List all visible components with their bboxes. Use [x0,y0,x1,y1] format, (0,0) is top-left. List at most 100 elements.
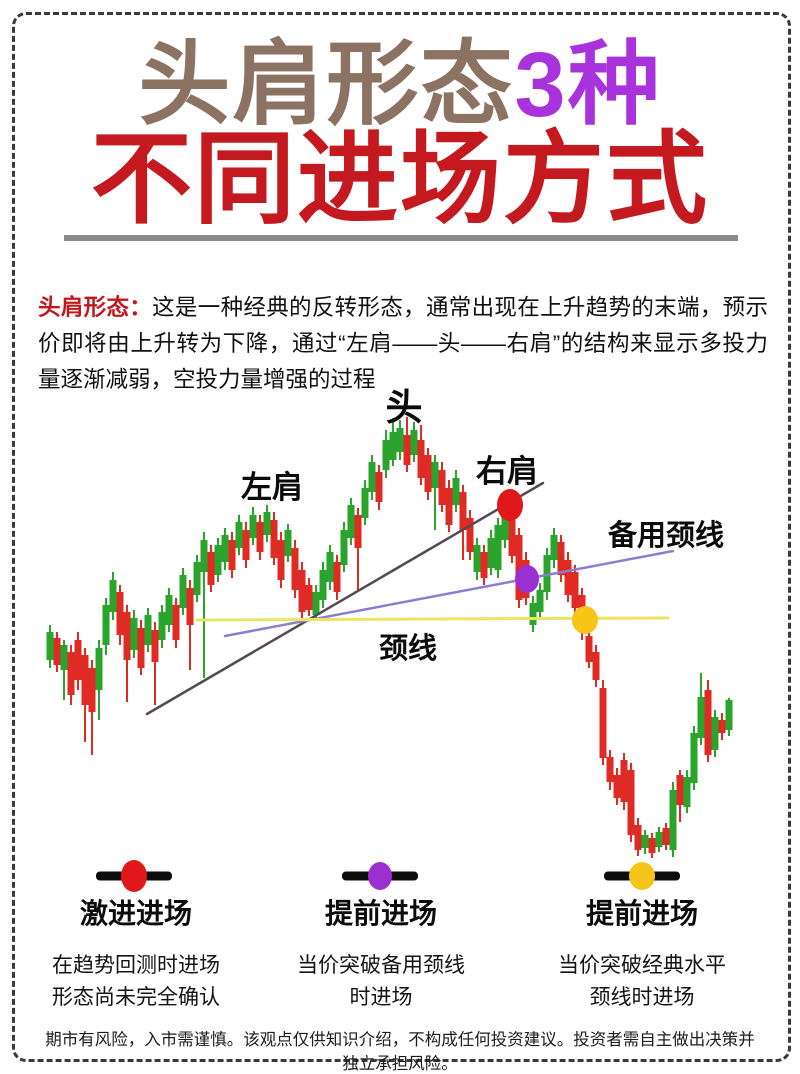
intro-paragraph: 头肩形态：这是一种经典的反转形态，通常出现在上升趋势的末端，预示价即将由上升转为… [38,290,768,398]
legend-desc-line2: 时进场 [349,986,413,1009]
candle-body [683,777,691,807]
candle-body [382,440,390,470]
candle-body [648,838,656,853]
chart-label: 右肩 [476,454,538,489]
candle-body [487,538,495,568]
candle-body [284,530,292,556]
candle-body [389,432,397,460]
chart-label: 颈线 [379,632,437,665]
candle-body [515,535,523,600]
legend-desc-line2: 形态尚未完全确认 [52,986,220,1009]
candle-body [459,492,467,530]
candle-body [172,605,180,640]
candle-body [88,668,96,712]
chart-label: 备用颈线 [607,519,724,552]
candle-body [340,530,348,565]
candle-body [263,512,271,535]
candle-body [473,545,481,572]
candle-body [494,525,502,570]
candle-body [501,512,509,540]
legend-desc-line1: 在趋势回测时进场 [52,954,220,977]
candle-body [368,462,376,492]
candle-body [718,720,726,733]
candle-body [424,455,432,492]
candle-body [333,562,341,592]
candle-body [571,572,579,608]
candle-body [123,612,131,660]
candle-body [711,717,719,750]
candle-body [109,580,117,612]
candle-body [676,775,684,805]
candle-body [207,552,215,585]
early-entry-classic-neckline-dot [572,606,598,634]
candle-body [46,632,54,660]
candle-body [242,530,250,560]
candle-body [165,595,173,625]
candle-body [235,522,243,548]
legend-title: 提前进场 [324,898,437,929]
candle-body [312,592,320,615]
uptrend-line [145,481,545,716]
candle-body [214,545,222,575]
candle-body [102,605,110,645]
candle-body [158,612,166,640]
page-title-line2: 不同进场方式 [90,124,709,236]
candle-body [585,636,593,662]
legend-desc: 当价突破经典水平 颈线时进场 [526,950,758,1014]
early-entry-alt-neckline-dot [515,565,539,593]
candle-body [403,435,411,465]
candle-body [508,520,516,556]
candle-body [81,655,89,705]
legend-marker-dot [629,862,655,890]
candle-body [249,515,257,538]
candle-body [396,428,404,452]
page-title-line1: 头肩形态3种 [0,34,800,136]
candle-body [620,760,628,802]
legend-desc-line2: 颈线时进场 [589,986,695,1009]
intro-lead: 头肩形态： [38,295,153,320]
candle-body [445,488,453,525]
legend-desc: 当价突破备用颈线 时进场 [265,950,497,1014]
candle-body [270,520,278,558]
candle-body [130,618,138,650]
legend-desc-line1: 当价突破经典水平 [558,954,726,977]
candle-body [221,535,229,562]
candle-body [319,570,327,600]
candle-body [641,835,649,848]
legend-marker-dot [368,862,392,890]
intro-body: 这是一种经典的反转形态，通常出现在上升趋势的末端，预示价即将由上升转为下降，通过… [38,295,768,392]
candle-body [529,603,537,625]
candle-body [438,470,446,505]
legend-marker-dot [121,860,147,892]
candle-body [361,488,369,518]
candle-body [543,555,551,592]
title-text-accent: 3种 [514,34,662,136]
candle-body [466,518,474,552]
candle-body [326,552,334,582]
candle-body [137,628,145,668]
candle-body [179,575,187,608]
aggressive-entry-dot [497,489,523,521]
candle-body [354,515,362,548]
candle-body [67,652,75,695]
candle-body [564,560,572,595]
candle-body [305,585,313,610]
candle-body [725,700,733,730]
candle-body [116,592,124,635]
legend-item-early-entry-classic: 提前进场 当价突破经典水平 颈线时进场 [526,892,758,1014]
candle-body [557,542,565,575]
candle-body [347,505,355,538]
legend-desc-line1: 当价突破备用颈线 [297,954,465,977]
candle-body [291,548,299,590]
candle-body [690,733,698,783]
chart-label: 左肩 [241,470,303,505]
candle-body [256,522,264,552]
legend-title: 提前进场 [585,898,698,929]
candle-body [606,757,614,782]
candle-body [277,540,285,580]
candle-body [144,615,152,645]
chart-label: 头 [386,387,423,428]
candle-body [60,645,68,670]
risk-disclaimer: 期市有风险，入市需谨慎。该观点仅供知识介绍，不构成任何投资建议。投资者需自主做出… [45,1031,755,1073]
candle-body [410,430,418,455]
